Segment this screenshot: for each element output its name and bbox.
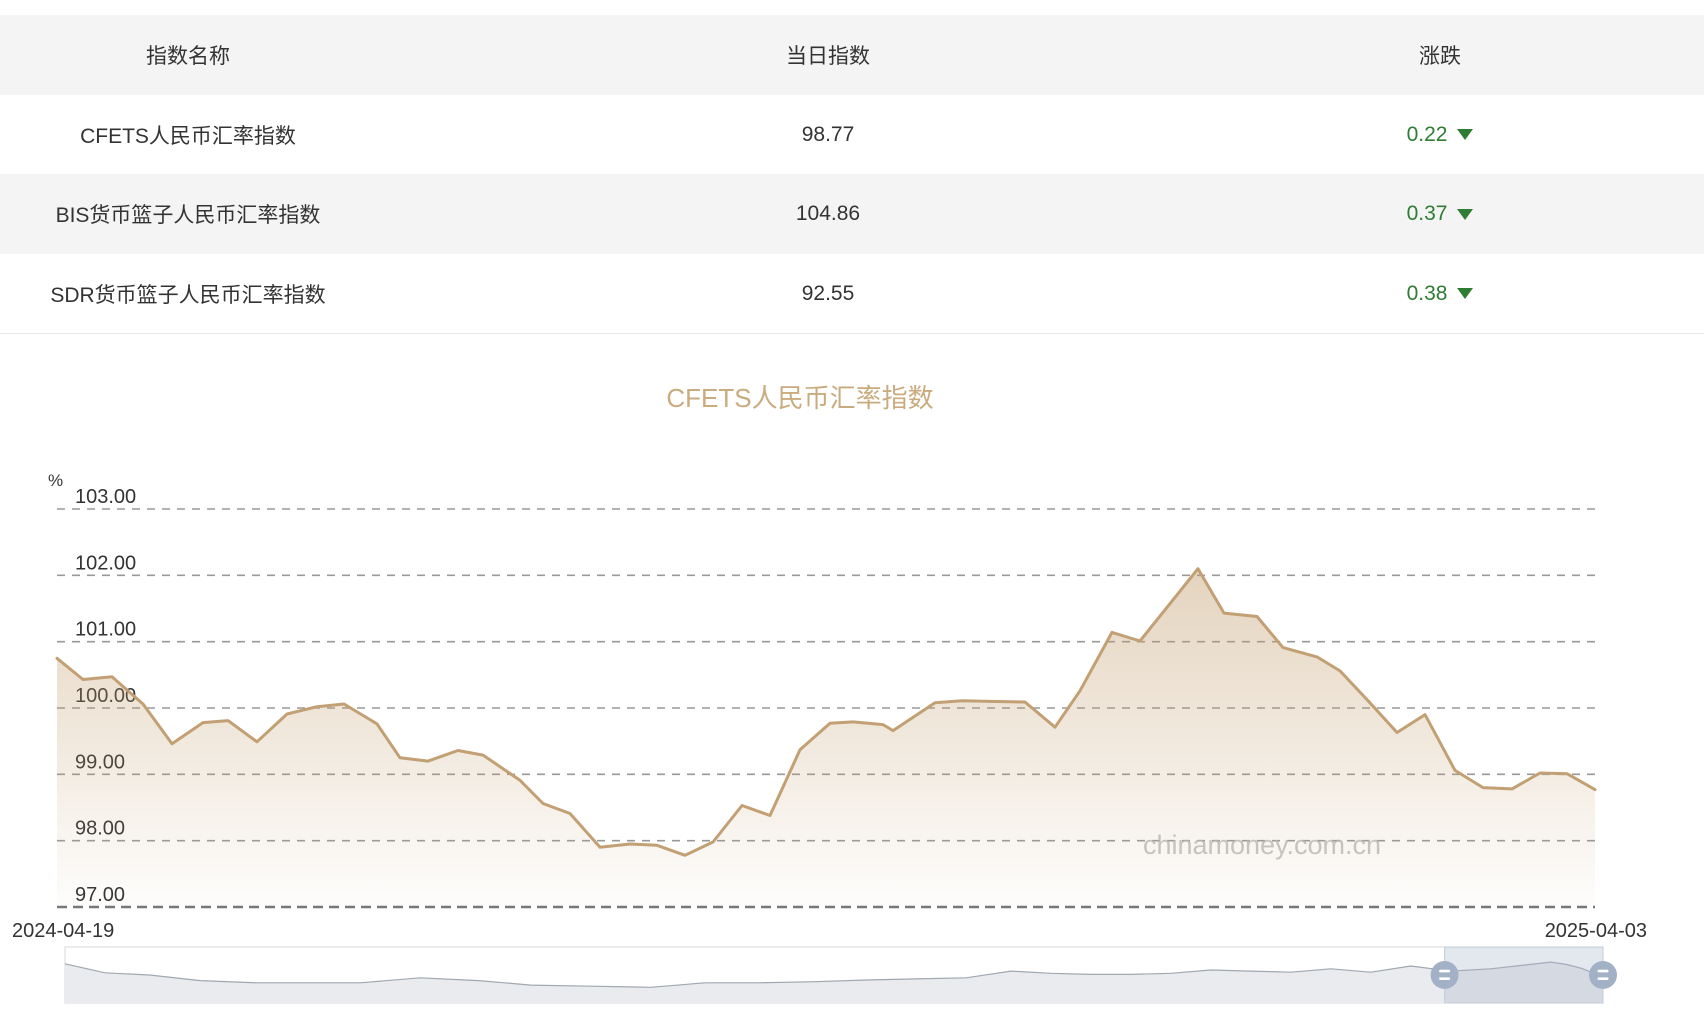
y-tick-label: 102.00	[75, 552, 136, 574]
table-row-cfets[interactable]: CFETS人民币汇率指数 98.77 0.22	[0, 95, 1704, 174]
navigator-right-handle[interactable]	[1589, 961, 1617, 989]
navigator-series-fill	[65, 962, 1603, 1003]
index-name: SDR货币篮子人民币汇率指数	[50, 283, 326, 307]
index-value: 98.77	[801, 122, 855, 146]
index-name: BIS货币篮子人民币汇率指数	[55, 204, 321, 227]
col-header-change: 涨跌	[1419, 45, 1461, 68]
index-change: 0.37	[1280, 174, 1600, 254]
y-axis-unit: %	[48, 471, 63, 490]
change-value: 0.22	[1406, 122, 1448, 146]
table-row-bis[interactable]: BIS货币篮子人民币汇率指数 104.86 0.37	[0, 174, 1704, 254]
index-table: 指数名称 当日指数 涨跌 CFETS人民币汇率指数 98.77 0.22 BIS…	[0, 15, 1704, 333]
navigator-selected-range[interactable]	[1444, 946, 1604, 1004]
cfets-area-series	[55, 567, 1597, 907]
chart-title: CFETS人民币汇率指数	[666, 383, 934, 413]
index-value: 92.55	[801, 281, 855, 305]
y-tick-label: 103.00	[75, 486, 136, 508]
down-triangle-icon	[1457, 208, 1474, 220]
table-header-row: 指数名称 当日指数 涨跌	[0, 15, 1704, 95]
range-start-date: 2024-04-19	[12, 920, 114, 942]
table-row-sdr[interactable]: SDR货币篮子人民币汇率指数 92.55 0.38	[0, 254, 1704, 333]
index-change: 0.38	[1280, 254, 1600, 333]
index-value: 104.86	[795, 202, 861, 225]
index-change: 0.22	[1280, 95, 1600, 174]
col-header-daily-index: 当日指数	[786, 45, 870, 68]
change-value: 0.38	[1406, 281, 1448, 305]
col-header-index-name: 指数名称	[146, 45, 230, 68]
range-end-date: 2025-04-03	[1545, 920, 1647, 942]
area-chart-canvas[interactable]: 103.00102.00101.00100.0099.0098.0097.00 …	[0, 430, 1704, 1036]
section-divider	[0, 333, 1704, 334]
series-line	[55, 567, 1597, 857]
y-tick-label: 101.00	[75, 619, 136, 641]
down-triangle-icon	[1457, 129, 1474, 140]
index-name: CFETS人民币汇率指数	[80, 124, 296, 148]
area-fill	[57, 568, 1595, 907]
change-value: 0.37	[1406, 202, 1448, 225]
navigator-left-handle[interactable]	[1430, 961, 1459, 989]
range-navigator[interactable]	[64, 946, 1617, 1004]
down-triangle-icon	[1457, 288, 1474, 299]
